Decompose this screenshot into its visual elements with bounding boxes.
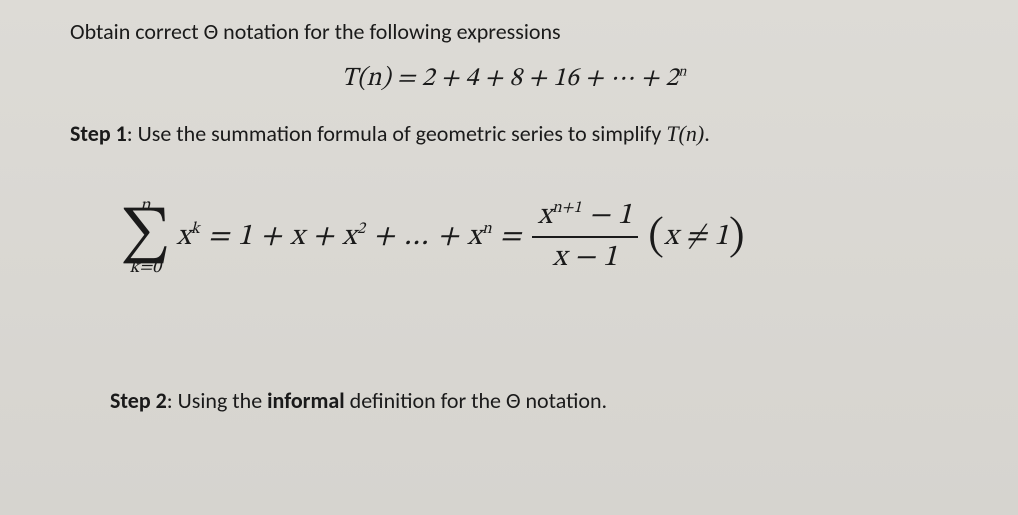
closed-form-fraction: xn+1 − 1 x − 1 — [532, 198, 639, 276]
step2-text-b: definition for the Θ notation. — [345, 387, 607, 414]
cond-close-paren: ) — [729, 221, 745, 256]
fraction-bar — [532, 236, 639, 238]
series-mid: + … + x — [366, 222, 482, 252]
step1-period: . — [704, 120, 710, 147]
step1-line: Step 1: Use the summation formula of geo… — [70, 120, 958, 147]
num-exp: n+1 — [552, 199, 582, 216]
num-minus1: − 1 — [582, 201, 633, 231]
fraction-numerator: xn+1 − 1 — [532, 198, 639, 234]
xn-exp: n — [482, 220, 492, 237]
step1-text-a: : Use the summation formula of geometric… — [127, 120, 667, 147]
step2-label: Step 2 — [110, 387, 167, 414]
sigma-block: n ∑ k=0 — [120, 197, 171, 276]
tn-equation: T(n) = 2 + 4 + 8 + 16 + ⋯ + 2n — [70, 63, 958, 96]
geometric-series-formula: n ∑ k=0 xk = 1 + x + x2 + … + xn = xn+1 … — [70, 177, 958, 297]
sigma-lower-limit: k=0 — [129, 259, 161, 277]
eq1: = 1 + x + x — [208, 222, 357, 252]
tn-exponent: n — [678, 65, 686, 79]
cond-body: x ≠ 1 — [664, 218, 729, 256]
x2-exp: 2 — [357, 220, 366, 237]
xk-base: x — [177, 222, 191, 252]
fraction-denominator: x − 1 — [547, 240, 624, 276]
series-expansion: = 1 + x + x2 + … + xn = — [208, 218, 522, 256]
step2-informal: informal — [267, 387, 345, 414]
cond-open-paren: ( — [648, 221, 664, 256]
step2-line: Step 2: Using the informal definition fo… — [70, 387, 958, 414]
eq2: = — [492, 222, 522, 252]
step1-label: Step 1 — [70, 120, 127, 147]
prompt-line: Obtain correct Θ notation for the follow… — [70, 18, 958, 45]
num-x: x — [538, 201, 552, 231]
tn-body: T(n) = 2 + 4 + 8 + 16 + ⋯ + 2 — [341, 66, 678, 92]
sigma-symbol: ∑ — [120, 215, 171, 258]
step2-text-a: : Using the — [167, 387, 267, 414]
xk-exp: k — [191, 220, 200, 237]
sigma-term-xk: xk — [177, 218, 200, 256]
step1-tn: T(n) — [666, 121, 704, 146]
